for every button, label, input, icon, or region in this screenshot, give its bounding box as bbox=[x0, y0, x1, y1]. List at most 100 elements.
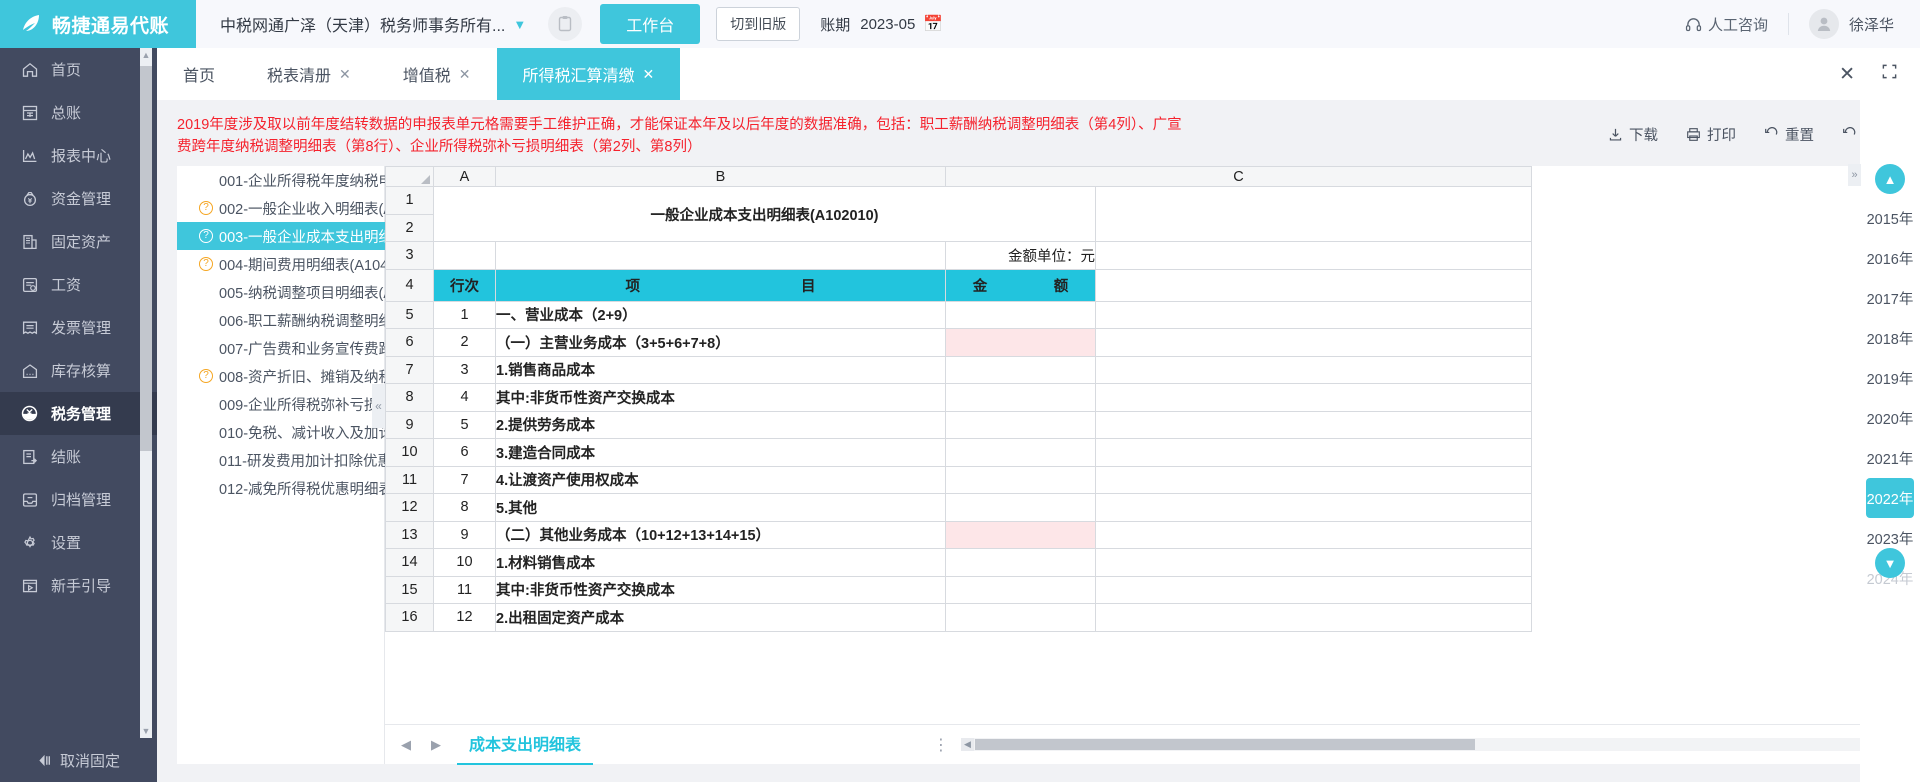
year-scroll-up-button[interactable]: ▲ bbox=[1875, 164, 1905, 194]
line-no-cell[interactable]: 8 bbox=[433, 493, 496, 522]
user-name[interactable]: 徐泽华 bbox=[1848, 16, 1894, 34]
amount-cell[interactable] bbox=[945, 548, 1096, 577]
empty-cell[interactable] bbox=[1094, 520, 1533, 549]
sidebar-item-tax[interactable]: 税务管理 bbox=[0, 392, 157, 435]
sidebar-item-ledger[interactable]: 总账 bbox=[0, 91, 157, 134]
amount-cell[interactable] bbox=[945, 493, 1096, 522]
sidebar-item-payroll[interactable]: 工资 bbox=[0, 263, 157, 306]
empty-cell[interactable] bbox=[1094, 438, 1533, 467]
tab-close-icon[interactable]: ✕ bbox=[642, 65, 655, 82]
empty-cell[interactable] bbox=[1094, 603, 1533, 632]
empty-cell[interactable] bbox=[1094, 575, 1533, 604]
year-item[interactable]: 2019年 bbox=[1866, 371, 1914, 388]
amount-cell[interactable] bbox=[945, 575, 1096, 604]
sidebar-item-settings[interactable]: 设置 bbox=[0, 521, 157, 564]
switch-old-version-button[interactable]: 切到旧版 bbox=[716, 7, 801, 41]
row-header[interactable]: 16 bbox=[385, 603, 434, 632]
amount-cell[interactable] bbox=[945, 410, 1096, 439]
year-item[interactable]: 2016年 bbox=[1866, 251, 1914, 268]
scrollbar-thumb[interactable] bbox=[140, 66, 152, 451]
list-item[interactable]: 006-职工薪酬纳税调整明细... bbox=[177, 306, 385, 334]
scroll-left-icon[interactable]: ◀ bbox=[961, 738, 975, 751]
item-cell[interactable]: 2.提供劳务成本 bbox=[495, 410, 946, 439]
scroll-down-icon[interactable]: ▼ bbox=[141, 726, 151, 736]
list-item[interactable]: ? 003-一般企业成本支出明细... bbox=[177, 222, 385, 250]
item-cell[interactable]: 3.建造合同成本 bbox=[495, 438, 946, 467]
line-no-cell[interactable]: 7 bbox=[433, 465, 496, 494]
sheet-prev-icon[interactable]: ◀ bbox=[401, 736, 411, 752]
sidebar-scrollbar[interactable]: ▲ ▼ bbox=[140, 48, 152, 738]
amount-cell[interactable] bbox=[945, 355, 1096, 384]
year-item[interactable]: 2015年 bbox=[1866, 211, 1914, 228]
line-no-cell[interactable]: 3 bbox=[433, 355, 496, 384]
support-button[interactable]: 人工咨询 bbox=[1685, 14, 1768, 35]
empty-cell[interactable] bbox=[495, 241, 946, 270]
list-item[interactable]: ? 002-一般企业收入明细表(A1... bbox=[177, 194, 385, 222]
row-header[interactable]: 13 bbox=[385, 520, 434, 549]
line-no-cell[interactable]: 6 bbox=[433, 438, 496, 467]
empty-cell[interactable] bbox=[1094, 355, 1533, 384]
row-header[interactable]: 2 bbox=[385, 213, 434, 242]
row-header[interactable]: 4 bbox=[385, 268, 434, 302]
amount-cell[interactable] bbox=[945, 603, 1096, 632]
scrollbar-thumb[interactable] bbox=[975, 739, 1476, 750]
sidebar-item-reports[interactable]: 报表中心 bbox=[0, 134, 157, 177]
empty-cell[interactable] bbox=[1094, 465, 1533, 494]
column-header-c[interactable]: C bbox=[944, 166, 1533, 187]
line-no-cell[interactable]: 4 bbox=[433, 383, 496, 412]
select-all-corner[interactable] bbox=[385, 166, 434, 187]
item-cell[interactable]: （二）其他业务成本（10+12+13+14+15） bbox=[495, 520, 946, 549]
scroll-up-icon[interactable]: ▲ bbox=[141, 50, 151, 60]
row-header[interactable]: 9 bbox=[385, 410, 434, 439]
tab-close-icon[interactable]: ✕ bbox=[458, 65, 471, 82]
form-list[interactable]: 001-企业所得税年度纳税申... ? 002-一般企业收入明细表(A1... ?… bbox=[177, 166, 385, 764]
workbench-button[interactable]: 工作台 bbox=[600, 4, 701, 44]
empty-cell[interactable] bbox=[1094, 548, 1533, 577]
amount-cell[interactable] bbox=[945, 438, 1096, 467]
sidebar-item-fund[interactable]: 资金管理 bbox=[0, 177, 157, 220]
item-cell[interactable]: 5.其他 bbox=[495, 493, 946, 522]
list-item[interactable]: 005-纳税调整项目明细表(A1... bbox=[177, 278, 385, 306]
year-item[interactable]: 2018年 bbox=[1866, 331, 1914, 348]
row-header[interactable]: 6 bbox=[385, 328, 434, 357]
sheet-next-icon[interactable]: ▶ bbox=[431, 736, 441, 752]
row-header[interactable]: 11 bbox=[385, 465, 434, 494]
row-header[interactable]: 8 bbox=[385, 383, 434, 412]
item-cell[interactable]: 其中:非货币性资产交换成本 bbox=[495, 575, 946, 604]
unpin-sidebar-button[interactable]: 取消固定 bbox=[0, 738, 157, 782]
download-button[interactable]: 下载 bbox=[1608, 124, 1658, 145]
item-cell[interactable]: 其中:非货币性资产交换成本 bbox=[495, 383, 946, 412]
list-item[interactable]: 010-免税、减计收入及加计... bbox=[177, 418, 385, 446]
item-cell[interactable]: 2.出租固定资产成本 bbox=[495, 603, 946, 632]
empty-cell[interactable] bbox=[1094, 241, 1533, 270]
line-no-cell[interactable]: 5 bbox=[433, 410, 496, 439]
row-header[interactable]: 1 bbox=[385, 186, 434, 215]
tab-home[interactable]: 首页 bbox=[157, 48, 241, 100]
period-value[interactable]: 2023-05 bbox=[860, 15, 916, 33]
amount-cell[interactable] bbox=[945, 465, 1096, 494]
tab-vat[interactable]: 增值税 ✕ bbox=[377, 48, 497, 100]
empty-cell[interactable] bbox=[1094, 383, 1533, 412]
sidebar-item-guide[interactable]: 新手引导 bbox=[0, 564, 157, 607]
item-cell[interactable]: （一）主营业务成本（3+5+6+7+8） bbox=[495, 328, 946, 357]
amount-cell[interactable] bbox=[945, 328, 1096, 357]
collapse-list-icon[interactable]: « bbox=[372, 384, 385, 428]
line-no-cell[interactable]: 2 bbox=[433, 328, 496, 357]
sheet-horizontal-scrollbar[interactable]: ◀ ▶ bbox=[961, 738, 1884, 751]
sidebar-item-invoice[interactable]: 发票管理 bbox=[0, 306, 157, 349]
amount-cell[interactable] bbox=[945, 300, 1096, 329]
row-header[interactable]: 15 bbox=[385, 575, 434, 604]
row-header[interactable]: 10 bbox=[385, 438, 434, 467]
empty-cell[interactable] bbox=[1094, 328, 1533, 357]
amount-cell[interactable] bbox=[945, 383, 1096, 412]
brand-logo[interactable]: 畅捷通易代账 bbox=[0, 0, 196, 48]
reset-button[interactable]: 重置 bbox=[1764, 124, 1814, 145]
item-cell[interactable]: 一、营业成本（2+9） bbox=[495, 300, 946, 329]
line-no-cell[interactable]: 12 bbox=[433, 603, 496, 632]
amount-cell[interactable] bbox=[945, 520, 1096, 549]
list-item[interactable]: 001-企业所得税年度纳税申... bbox=[177, 166, 385, 194]
column-header-b[interactable]: B bbox=[495, 166, 946, 187]
sidebar-item-archive[interactable]: 归档管理 bbox=[0, 478, 157, 521]
line-no-cell[interactable]: 11 bbox=[433, 575, 496, 604]
list-item[interactable]: ? 004-期间费用明细表(A1040... bbox=[177, 250, 385, 278]
